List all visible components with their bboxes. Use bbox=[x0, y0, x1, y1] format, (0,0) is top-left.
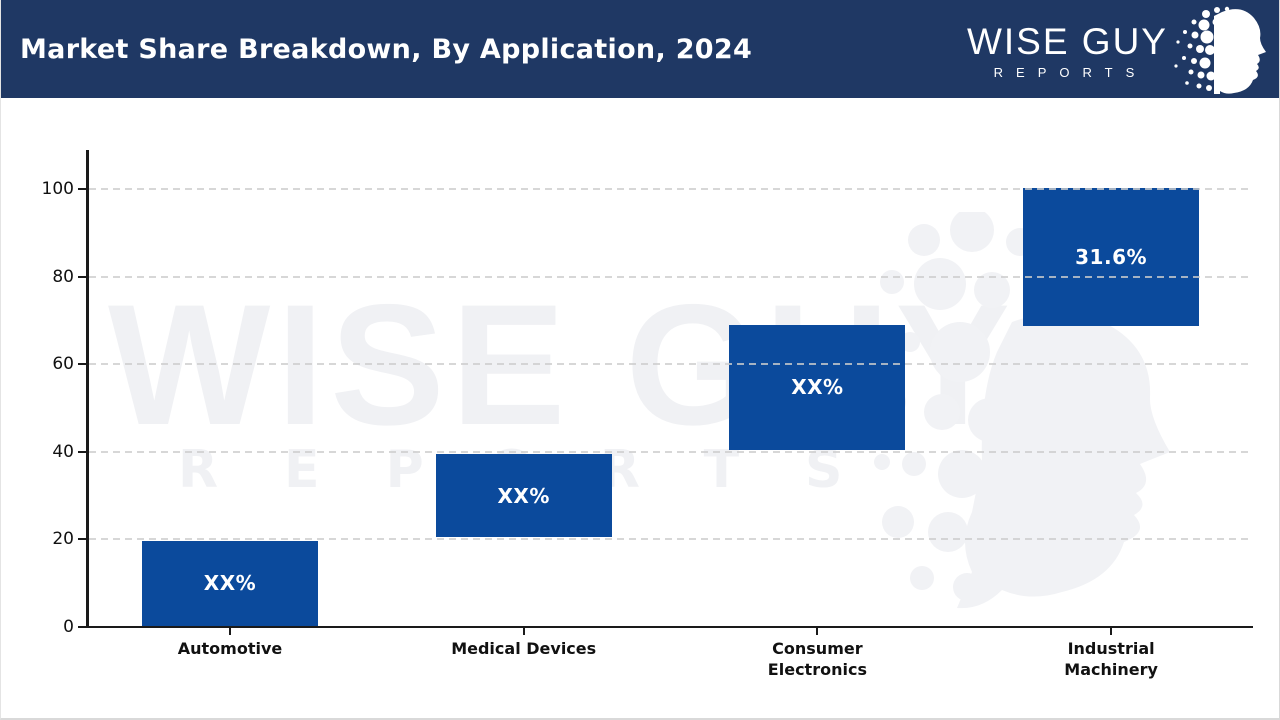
y-tick-label: 100 bbox=[41, 179, 74, 199]
gridline bbox=[89, 275, 1253, 278]
x-tick-mark bbox=[816, 628, 819, 635]
header-banner: Market Share Breakdown, By Application, … bbox=[0, 0, 1280, 98]
logo-wordmark: WISE GUY bbox=[966, 20, 1168, 62]
wise-guy-logo: WISE GUY REPORTS bbox=[967, 6, 1272, 94]
gridline bbox=[89, 538, 1253, 540]
bar: XX% bbox=[142, 540, 318, 626]
y-tick-label: 60 bbox=[52, 354, 74, 374]
y-tick-mark bbox=[78, 538, 86, 540]
page-title: Market Share Breakdown, By Application, … bbox=[20, 33, 753, 65]
y-tick-mark bbox=[78, 450, 86, 453]
gridline bbox=[89, 363, 1253, 365]
y-tick-label: 20 bbox=[52, 529, 74, 549]
x-tick-mark bbox=[522, 628, 525, 635]
logo-text: WISE GUY REPORTS bbox=[967, 21, 1168, 80]
y-tick-mark bbox=[78, 363, 86, 365]
y-tick-label: 40 bbox=[52, 441, 74, 462]
gridline bbox=[89, 450, 1253, 453]
x-tick-mark bbox=[1110, 628, 1113, 635]
x-tick-label: Consumer Electronics bbox=[767, 638, 867, 679]
y-tick-label: 0 bbox=[63, 616, 74, 637]
bar: 31.6% bbox=[1023, 188, 1200, 327]
gridline bbox=[89, 188, 1253, 190]
face-profile-icon bbox=[1174, 6, 1266, 94]
logo-subtitle: REPORTS bbox=[993, 64, 1148, 80]
x-tick-label: Industrial Machinery bbox=[1064, 638, 1158, 679]
bar-value-label: XX% bbox=[791, 375, 844, 400]
y-axis-spine bbox=[86, 150, 89, 628]
bar: XX% bbox=[729, 324, 906, 450]
bar-value-label: 31.6% bbox=[1075, 245, 1148, 270]
bar: XX% bbox=[435, 454, 612, 537]
bar-value-label: XX% bbox=[203, 571, 257, 596]
y-tick-label: 80 bbox=[52, 266, 74, 287]
y-tick-mark bbox=[78, 188, 86, 190]
x-tick-label: Automotive bbox=[177, 638, 283, 658]
bar-value-label: XX% bbox=[497, 483, 550, 508]
y-tick-mark bbox=[78, 275, 86, 278]
x-tick-label: Medical Devices bbox=[451, 638, 597, 658]
x-tick-mark bbox=[229, 628, 231, 635]
y-tick-mark bbox=[78, 625, 86, 628]
x-axis-spine bbox=[86, 625, 1253, 628]
